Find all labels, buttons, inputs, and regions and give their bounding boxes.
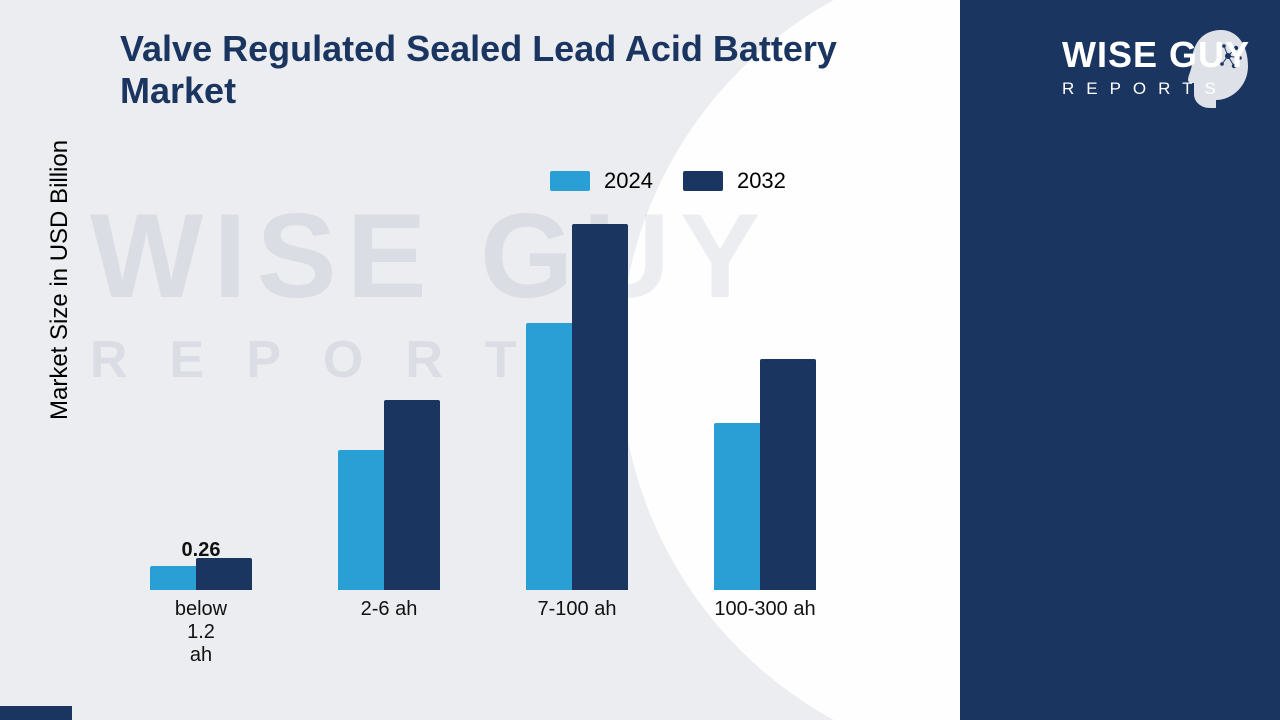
brand-logo: WISE GUY REPORTS bbox=[1062, 34, 1250, 99]
category-label: 2-6 ah bbox=[338, 598, 440, 621]
bottom-accent-bar bbox=[0, 706, 72, 720]
bar-2032 bbox=[760, 359, 816, 590]
legend-swatch-2032 bbox=[683, 171, 723, 191]
category-label: 100-300 ah bbox=[714, 598, 816, 621]
legend-item-2032: 2032 bbox=[683, 168, 786, 194]
logo-line2: REPORTS bbox=[1062, 79, 1250, 99]
legend: 2024 2032 bbox=[550, 168, 786, 194]
logo-line1: WISE GUY bbox=[1062, 34, 1250, 76]
legend-label-2032: 2032 bbox=[737, 168, 786, 194]
chart-title: Valve Regulated Sealed Lead Acid Battery… bbox=[120, 28, 880, 112]
bar-2032 bbox=[572, 224, 628, 590]
legend-item-2024: 2024 bbox=[550, 168, 653, 194]
bar-2032 bbox=[384, 400, 440, 590]
legend-label-2024: 2024 bbox=[604, 168, 653, 194]
legend-swatch-2024 bbox=[550, 171, 590, 191]
chart-canvas: WISE GUY REPORTS Valve Regulated Sealed … bbox=[0, 0, 1280, 720]
bar-2032 bbox=[196, 558, 252, 590]
category-label: 7-100 ah bbox=[526, 598, 628, 621]
plot-area: 0.26below1.2ah2-6 ah7-100 ah100-300 ah bbox=[140, 210, 960, 590]
y-axis-label: Market Size in USD Billion bbox=[46, 140, 74, 420]
category-label: below1.2ah bbox=[150, 598, 252, 667]
